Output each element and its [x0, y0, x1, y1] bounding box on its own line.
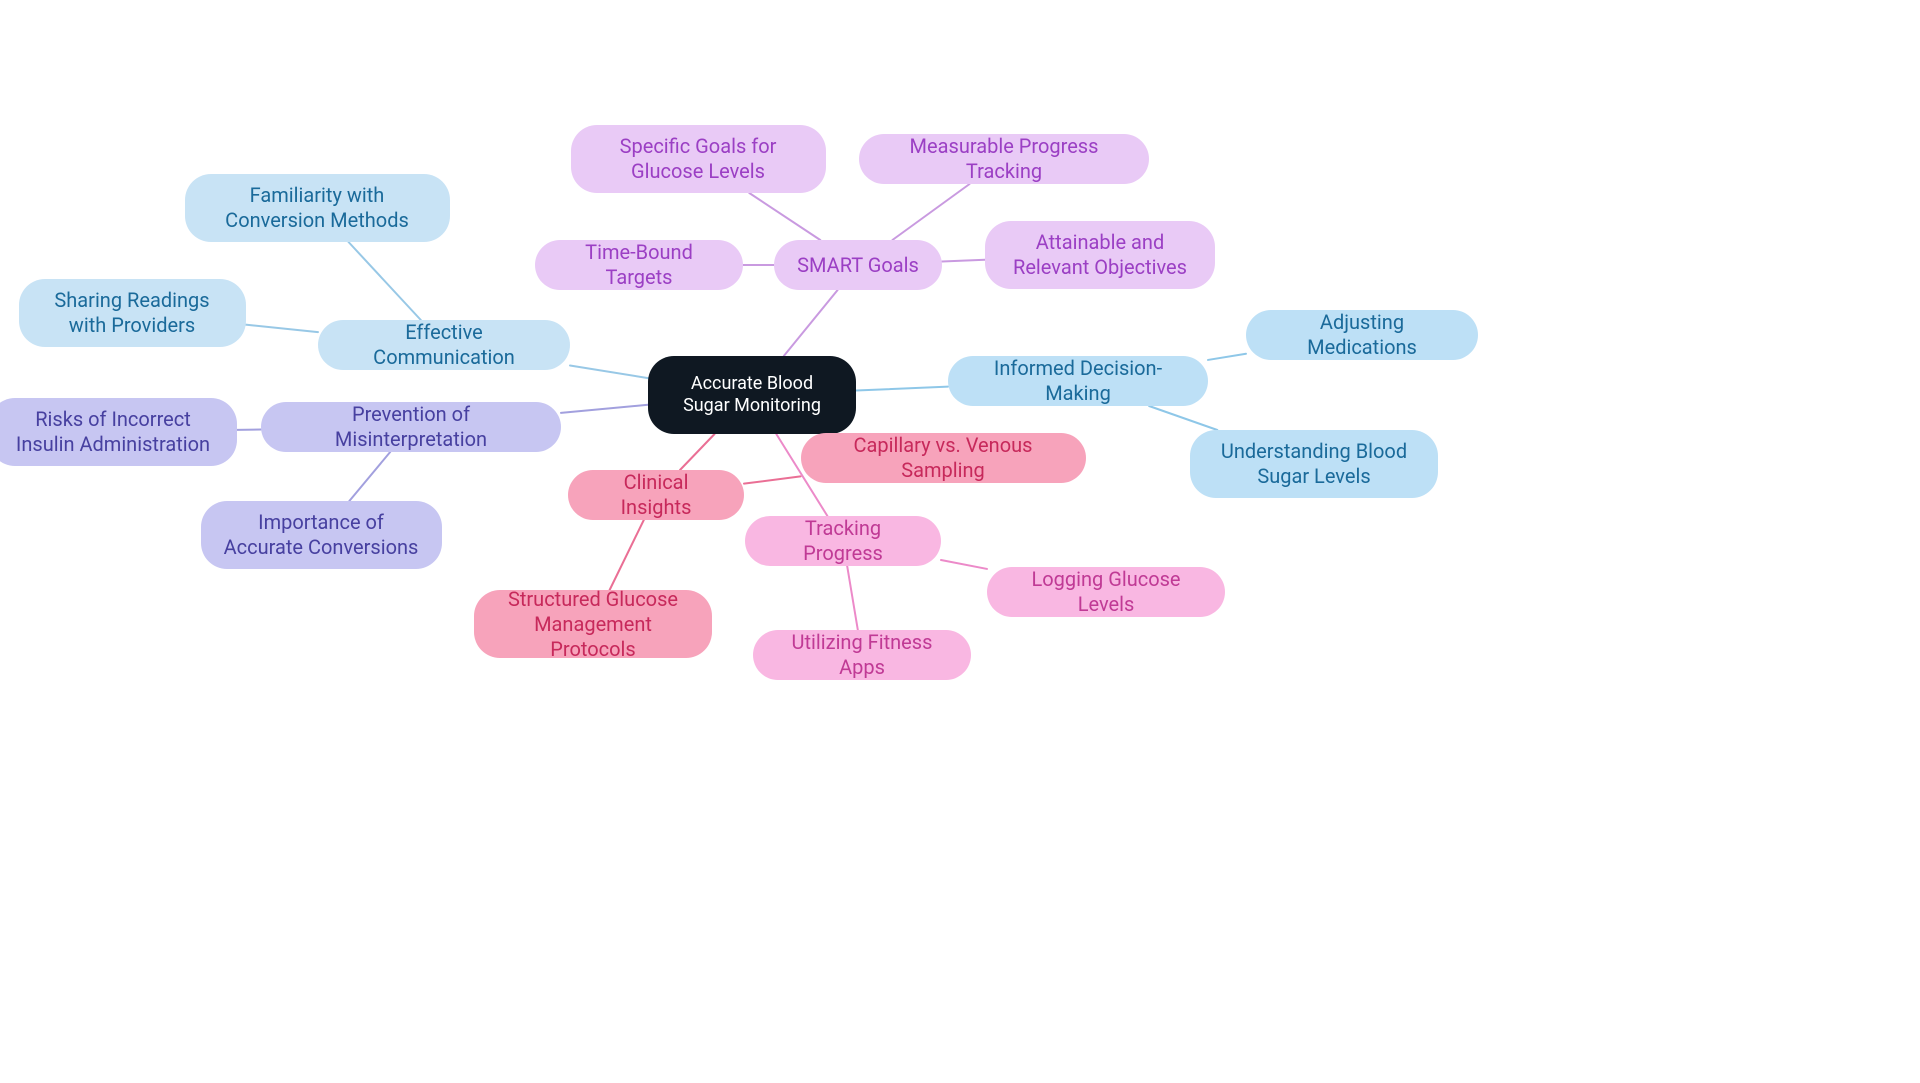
node-label: Clinical Insights	[590, 470, 722, 520]
node-comm_fam: Familiarity with Conversion Methods	[185, 174, 450, 242]
edge	[1149, 406, 1217, 430]
node-label: Adjusting Medications	[1268, 310, 1456, 360]
node-label: Tracking Progress	[767, 516, 919, 566]
node-smart: SMART Goals	[774, 240, 942, 290]
node-prevent_imp: Importance of Accurate Conversions	[201, 501, 442, 569]
node-label: Structured Glucose Management Protocols	[496, 587, 690, 662]
node-label: Effective Communication	[340, 320, 548, 370]
node-smart_attain: Attainable and Relevant Objectives	[985, 221, 1215, 289]
node-comm_share: Sharing Readings with Providers	[19, 279, 246, 347]
node-label: Utilizing Fitness Apps	[775, 630, 949, 680]
edge	[610, 520, 644, 590]
node-track_log: Logging Glucose Levels	[987, 567, 1225, 617]
node-prevent: Prevention of Misinterpretation	[261, 402, 561, 452]
edge	[1208, 354, 1246, 360]
edge	[744, 476, 801, 483]
node-label: Time-Bound Targets	[557, 240, 721, 290]
node-label: Risks of Incorrect Insulin Administratio…	[11, 407, 215, 457]
node-label: Sharing Readings with Providers	[41, 288, 224, 338]
node-comm: Effective Communication	[318, 320, 570, 370]
node-label: Prevention of Misinterpretation	[283, 402, 539, 452]
node-smart_time: Time-Bound Targets	[535, 240, 743, 290]
node-clinical_cap: Capillary vs. Venous Sampling	[801, 433, 1086, 483]
edge	[246, 325, 319, 332]
node-label: Importance of Accurate Conversions	[223, 510, 420, 560]
node-label: Capillary vs. Venous Sampling	[823, 433, 1064, 483]
node-informed_und: Understanding Blood Sugar Levels	[1190, 430, 1438, 498]
node-smart_specific: Specific Goals for Glucose Levels	[571, 125, 826, 193]
node-informed_adjust: Adjusting Medications	[1246, 310, 1478, 360]
edge	[349, 452, 390, 501]
edge	[847, 566, 858, 630]
mindmap-canvas: Accurate Blood Sugar Monitoring SMART Goa…	[0, 0, 1920, 1083]
edge	[942, 260, 985, 262]
edge	[561, 405, 648, 413]
node-label: Accurate Blood Sugar Monitoring	[670, 373, 834, 418]
edge	[749, 193, 820, 240]
node-label: Logging Glucose Levels	[1009, 567, 1203, 617]
edge	[784, 290, 838, 356]
edge	[349, 242, 421, 320]
node-prevent_risk: Risks of Incorrect Insulin Administratio…	[0, 398, 237, 466]
edge	[680, 434, 715, 470]
node-clinical: Clinical Insights	[568, 470, 744, 520]
node-label: SMART Goals	[797, 253, 919, 278]
node-label: Understanding Blood Sugar Levels	[1212, 439, 1416, 489]
node-track: Tracking Progress	[745, 516, 941, 566]
root-node: Accurate Blood Sugar Monitoring	[648, 356, 856, 434]
node-label: Informed Decision-Making	[970, 356, 1186, 406]
node-track_fitness: Utilizing Fitness Apps	[753, 630, 971, 680]
node-label: Specific Goals for Glucose Levels	[593, 134, 804, 184]
node-informed: Informed Decision-Making	[948, 356, 1208, 406]
edge	[941, 560, 987, 569]
node-clinical_struct: Structured Glucose Management Protocols	[474, 590, 712, 658]
node-label: Measurable Progress Tracking	[881, 134, 1127, 184]
node-label: Familiarity with Conversion Methods	[207, 183, 428, 233]
node-label: Attainable and Relevant Objectives	[1007, 230, 1193, 280]
node-smart_meas: Measurable Progress Tracking	[859, 134, 1149, 184]
edge	[570, 365, 648, 378]
edge	[892, 184, 969, 240]
edge	[856, 387, 948, 391]
